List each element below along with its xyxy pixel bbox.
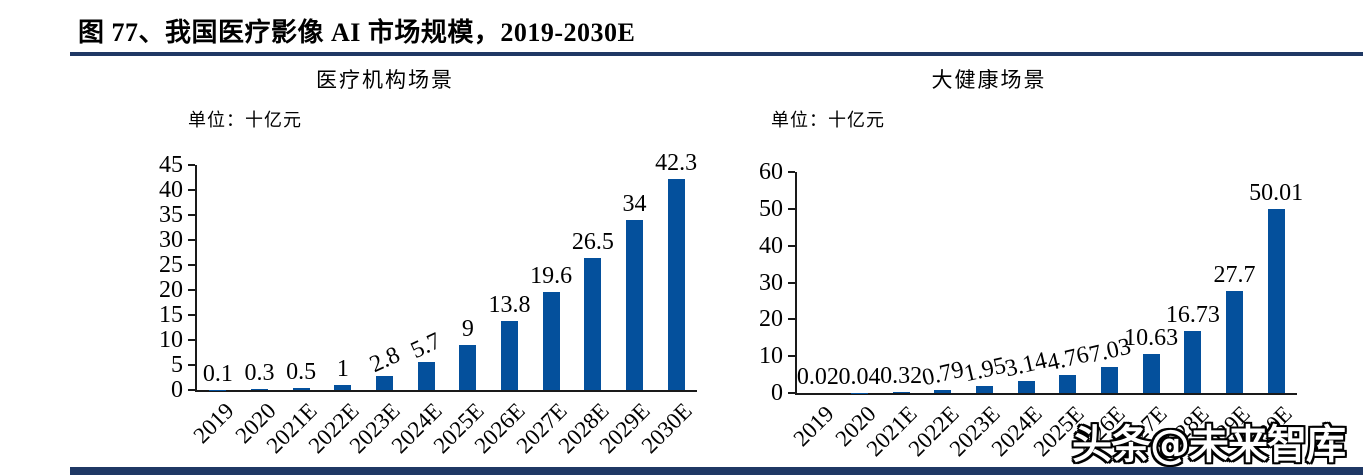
y-axis-tick (788, 318, 795, 321)
y-axis-tick (788, 171, 795, 173)
y-axis-label: 60 (759, 159, 783, 185)
y-axis-label: 30 (159, 227, 183, 253)
y-axis-tick (788, 244, 795, 247)
left-chart-title: 医疗机构场景 (316, 68, 454, 92)
y-axis-label: 35 (159, 202, 183, 228)
x-axis-label: 2019 (788, 401, 839, 452)
bar (542, 292, 560, 390)
bar-value-label: 0.02 (796, 363, 839, 390)
bar (892, 391, 910, 393)
bar (417, 361, 435, 390)
bar (376, 376, 393, 390)
bar (626, 220, 643, 390)
bar-value-label: 16.73 (1165, 302, 1220, 329)
bar-value-label: 0.32 (880, 362, 923, 389)
y-axis-label: 40 (759, 232, 783, 259)
bar-value-label: 0.3 (244, 359, 275, 386)
y-axis-label: 10 (759, 343, 783, 370)
title-rule (70, 52, 1363, 56)
y-axis-tick (188, 314, 195, 316)
bar-value-label: 27.7 (1213, 261, 1256, 288)
bar-value-label: 1 (336, 356, 349, 382)
right-chart-title: 大健康场景 (931, 68, 1047, 92)
y-axis-tick (188, 389, 195, 391)
left-unit-label: 单位：十亿元 (188, 110, 302, 130)
bar (501, 321, 518, 390)
y-axis-label: 20 (759, 306, 783, 333)
bar-value-label: 0.04 (838, 363, 881, 390)
right-chart-plot-area: 0 10 20 30 40 50 60 0.02 2019 0.04 2020 0.32 2021E 0.… (759, 159, 1303, 461)
bar (1184, 331, 1202, 393)
y-axis-label: 50 (759, 195, 783, 222)
bar-value-label: 19.6 (530, 263, 573, 289)
y-axis-label: 10 (159, 327, 183, 353)
bar (1226, 290, 1243, 393)
y-axis-label: 25 (159, 252, 183, 278)
footer-rule (70, 467, 1363, 475)
bar-value-label: 9 (461, 316, 474, 342)
bar-value-label: 26.5 (571, 228, 614, 255)
bar (1142, 353, 1160, 393)
y-axis-tick (188, 289, 195, 291)
bar (1059, 375, 1077, 393)
y-axis-tick (188, 189, 195, 191)
bar (1017, 381, 1035, 393)
bar-value-label: 0.1 (202, 360, 233, 387)
y-axis-label: 0 (771, 380, 783, 406)
y-axis-label: 15 (159, 302, 183, 328)
bar (584, 257, 602, 390)
y-axis-label: 0 (171, 377, 183, 403)
y-axis-label: 45 (159, 152, 183, 178)
y-axis-label: 40 (159, 177, 183, 203)
y-axis-tick (188, 239, 195, 241)
y-axis-tick (788, 207, 795, 210)
bar (209, 389, 227, 390)
bar (1267, 208, 1285, 393)
bar (334, 385, 352, 390)
bar (459, 345, 477, 390)
y-axis-label: 30 (759, 269, 783, 296)
bar-value-label: 13.8 (488, 292, 531, 318)
bar (292, 387, 310, 390)
y-axis-tick (188, 164, 195, 166)
y-axis-label: 20 (159, 277, 183, 303)
right-unit-label: 单位：十亿元 (771, 110, 885, 130)
bar-value-label: 34 (622, 191, 647, 217)
y-axis-tick (788, 392, 795, 394)
bar (667, 178, 685, 390)
y-axis-label: 5 (171, 352, 183, 378)
left-chart-plot-area: 0 5 10 15 20 25 30 35 40 45 0.1 2019 0.3 2020 0.5 2021E… (159, 150, 697, 459)
x-axis-label: 2019 (188, 398, 239, 449)
bar-value-label: 0.5 (286, 358, 317, 385)
bar (976, 385, 993, 393)
y-axis-tick (788, 355, 795, 358)
bar-value-label: 50.01 (1249, 179, 1304, 206)
bar (1101, 367, 1118, 393)
y-axis-tick (188, 214, 195, 216)
bar (934, 390, 952, 393)
y-axis-tick (188, 364, 195, 366)
watermark: 头条@未来智库 (1072, 422, 1346, 468)
bar (251, 388, 268, 390)
bar-value-label: 42.3 (655, 149, 698, 176)
figure-title: 图 77、我国医疗影像 AI 市场规模，2019-2030E (78, 18, 636, 47)
y-axis-tick (188, 264, 195, 266)
bar-value-label: 10.63 (1124, 324, 1179, 351)
y-axis-tick (788, 281, 795, 284)
y-axis-tick (188, 339, 195, 341)
